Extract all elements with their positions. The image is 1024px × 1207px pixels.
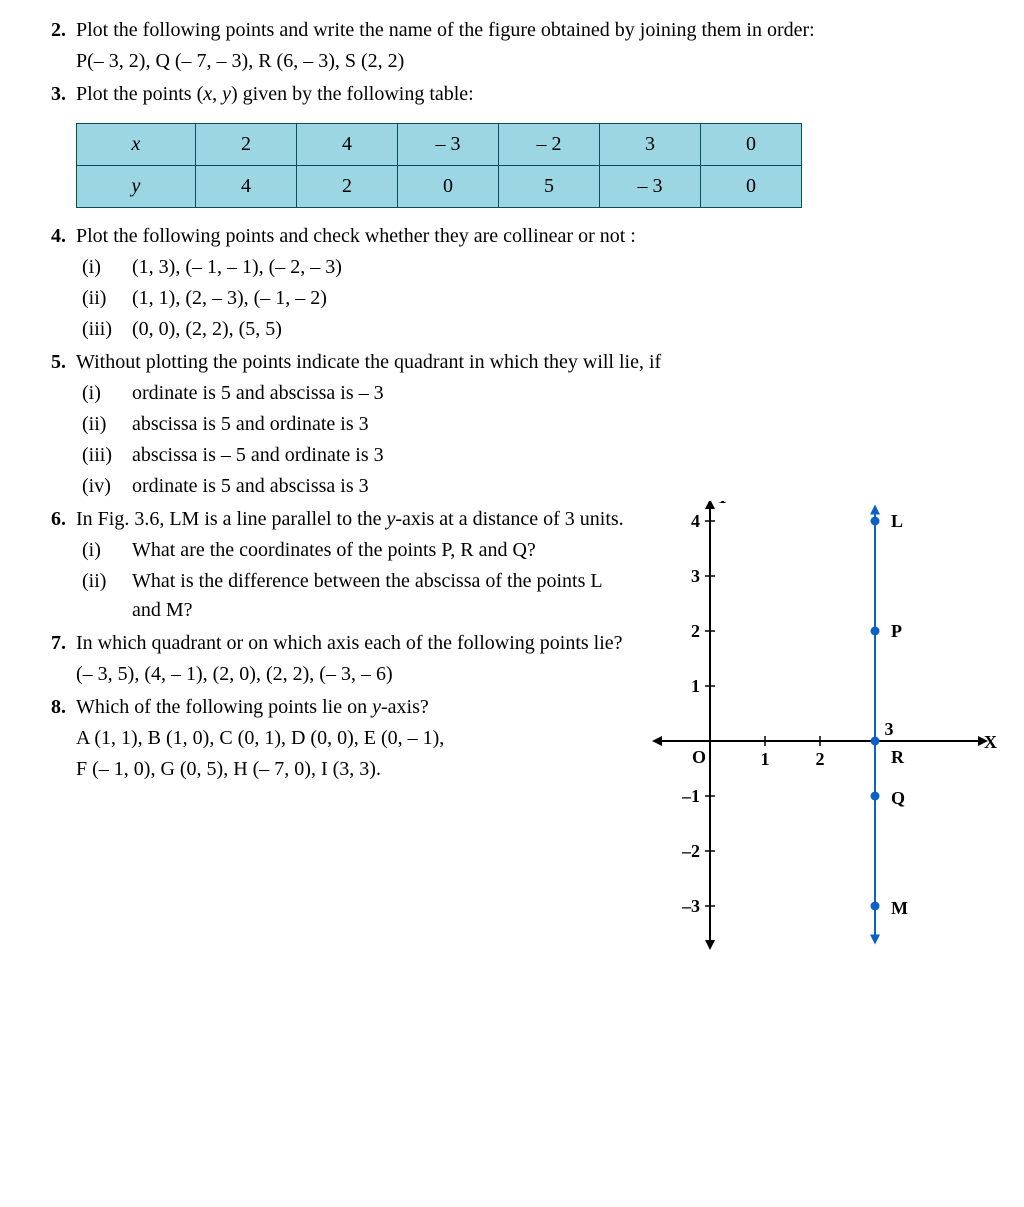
sub-item: (ii)abscissa is 5 and ordinate is 3 bbox=[76, 410, 1000, 439]
svg-text:R: R bbox=[891, 747, 905, 767]
question-4: 4. Plot the following points and check w… bbox=[12, 222, 1000, 344]
table-cell: y bbox=[77, 166, 196, 208]
svg-text:–2: –2 bbox=[681, 841, 700, 861]
qbody: Which of the following points lie on y-a… bbox=[76, 693, 632, 784]
qnum: 7. bbox=[12, 629, 76, 658]
qnum: 2. bbox=[12, 16, 76, 45]
table-cell: – 3 bbox=[600, 166, 701, 208]
q7-points: (– 3, 5), (4, – 1), (2, 0), (2, 2), (– 3… bbox=[76, 660, 632, 689]
svg-text:P: P bbox=[891, 621, 902, 641]
q7-text: In which quadrant or on which axis each … bbox=[76, 629, 632, 658]
table-cell: 0 bbox=[701, 124, 802, 166]
table-cell: – 2 bbox=[499, 124, 600, 166]
sub-num: (i) bbox=[76, 253, 132, 282]
sub-text: ordinate is 5 and abscissa is 3 bbox=[132, 472, 1000, 501]
question-6: 6. In Fig. 3.6, LM is a line parallel to… bbox=[12, 505, 632, 625]
sub-num: (iii) bbox=[76, 441, 132, 470]
sub-item: (i)What are the coordinates of the point… bbox=[76, 536, 632, 565]
table-cell: 0 bbox=[398, 166, 499, 208]
table-cell: x bbox=[77, 124, 196, 166]
svg-text:L: L bbox=[891, 511, 903, 531]
sub-num: (i) bbox=[76, 379, 132, 408]
table-cell: 4 bbox=[297, 124, 398, 166]
sub-text: (0, 0), (2, 2), (5, 5) bbox=[132, 315, 1000, 344]
svg-text:4: 4 bbox=[691, 511, 700, 531]
svg-text:–1: –1 bbox=[681, 786, 700, 806]
sub-text: abscissa is 5 and ordinate is 3 bbox=[132, 410, 1000, 439]
svg-text:Y: Y bbox=[716, 501, 729, 507]
table-cell: 4 bbox=[196, 166, 297, 208]
qnum: 8. bbox=[12, 693, 76, 722]
svg-text:2: 2 bbox=[691, 621, 700, 641]
sub-item: (i)(1, 3), (– 1, – 1), (– 2, – 3) bbox=[76, 253, 1000, 282]
q8-points-1: A (1, 1), B (1, 0), C (0, 1), D (0, 0), … bbox=[76, 724, 632, 753]
svg-text:M: M bbox=[891, 898, 908, 918]
qbody: Without plotting the points indicate the… bbox=[76, 348, 1000, 501]
sub-text: (1, 1), (2, – 3), (– 1, – 2) bbox=[132, 284, 1000, 313]
q4-text: Plot the following points and check whet… bbox=[76, 222, 1000, 251]
qnum: 5. bbox=[12, 348, 76, 377]
table-cell: 2 bbox=[196, 124, 297, 166]
table-cell: 5 bbox=[499, 166, 600, 208]
qbody: In which quadrant or on which axis each … bbox=[76, 629, 632, 689]
svg-text:3: 3 bbox=[691, 566, 700, 586]
qbody: Plot the points (x, y) given by the foll… bbox=[76, 80, 1000, 218]
svg-text:O: O bbox=[692, 747, 706, 767]
qbody: In Fig. 3.6, LM is a line parallel to th… bbox=[76, 505, 632, 625]
sub-num: (ii) bbox=[76, 567, 132, 596]
sub-item: (iii)abscissa is – 5 and ordinate is 3 bbox=[76, 441, 1000, 470]
table-cell: 3 bbox=[600, 124, 701, 166]
question-5: 5. Without plotting the points indicate … bbox=[12, 348, 1000, 501]
svg-text:2: 2 bbox=[816, 749, 825, 769]
q2-text: Plot the following points and write the … bbox=[76, 16, 1000, 45]
svg-text:–3: –3 bbox=[681, 896, 700, 916]
sub-text: ordinate is 5 and abscissa is – 3 bbox=[132, 379, 1000, 408]
table-cell: – 3 bbox=[398, 124, 499, 166]
question-3: 3. Plot the points (x, y) given by the f… bbox=[12, 80, 1000, 218]
q6-text: In Fig. 3.6, LM is a line parallel to th… bbox=[76, 505, 632, 534]
qnum: 6. bbox=[12, 505, 76, 534]
svg-text:Q: Q bbox=[891, 788, 905, 808]
sub-text: abscissa is – 5 and ordinate is 3 bbox=[132, 441, 1000, 470]
sub-item: (ii)(1, 1), (2, – 3), (– 1, – 2) bbox=[76, 284, 1000, 313]
sub-num: (iii) bbox=[76, 315, 132, 344]
question-7: 7. In which quadrant or on which axis ea… bbox=[12, 629, 632, 689]
qbody: Plot the following points and check whet… bbox=[76, 222, 1000, 344]
q3-text: Plot the points (x, y) given by the foll… bbox=[76, 80, 1000, 109]
q5-text: Without plotting the points indicate the… bbox=[76, 348, 1000, 377]
qbody: Plot the following points and write the … bbox=[76, 16, 1000, 76]
qnum: 3. bbox=[12, 80, 76, 109]
sub-num: (i) bbox=[76, 536, 132, 565]
question-2: 2. Plot the following points and write t… bbox=[12, 16, 1000, 76]
sub-item: (ii)What is the difference between the a… bbox=[76, 567, 632, 625]
q8-text: Which of the following points lie on y-a… bbox=[76, 693, 632, 722]
sub-num: (iv) bbox=[76, 472, 132, 501]
sub-num: (ii) bbox=[76, 284, 132, 313]
sub-item: (iv)ordinate is 5 and abscissa is 3 bbox=[76, 472, 1000, 501]
svg-text:3: 3 bbox=[885, 719, 894, 739]
q2-points: P(– 3, 2), Q (– 7, – 3), R (6, – 3), S (… bbox=[76, 47, 1000, 76]
svg-text:1: 1 bbox=[691, 676, 700, 696]
svg-text:X: X bbox=[984, 732, 997, 752]
qnum: 4. bbox=[12, 222, 76, 251]
sub-item: (iii)(0, 0), (2, 2), (5, 5) bbox=[76, 315, 1000, 344]
q3-table: x24– 3– 230y4205– 30 bbox=[76, 123, 802, 208]
table-cell: 0 bbox=[701, 166, 802, 208]
figure-3-6: Y X O 1 2 3 4 3 2 1 –1 –2 –3 L P R Q M bbox=[640, 501, 1000, 951]
svg-text:1: 1 bbox=[761, 749, 770, 769]
question-8: 8. Which of the following points lie on … bbox=[12, 693, 632, 784]
table-cell: 2 bbox=[297, 166, 398, 208]
sub-text: What are the coordinates of the points P… bbox=[132, 536, 632, 565]
sub-num: (ii) bbox=[76, 410, 132, 439]
q8-points-2: F (– 1, 0), G (0, 5), H (– 7, 0), I (3, … bbox=[76, 755, 632, 784]
sub-text: What is the difference between the absci… bbox=[132, 567, 632, 625]
sub-text: (1, 3), (– 1, – 1), (– 2, – 3) bbox=[132, 253, 1000, 282]
sub-item: (i)ordinate is 5 and abscissa is – 3 bbox=[76, 379, 1000, 408]
